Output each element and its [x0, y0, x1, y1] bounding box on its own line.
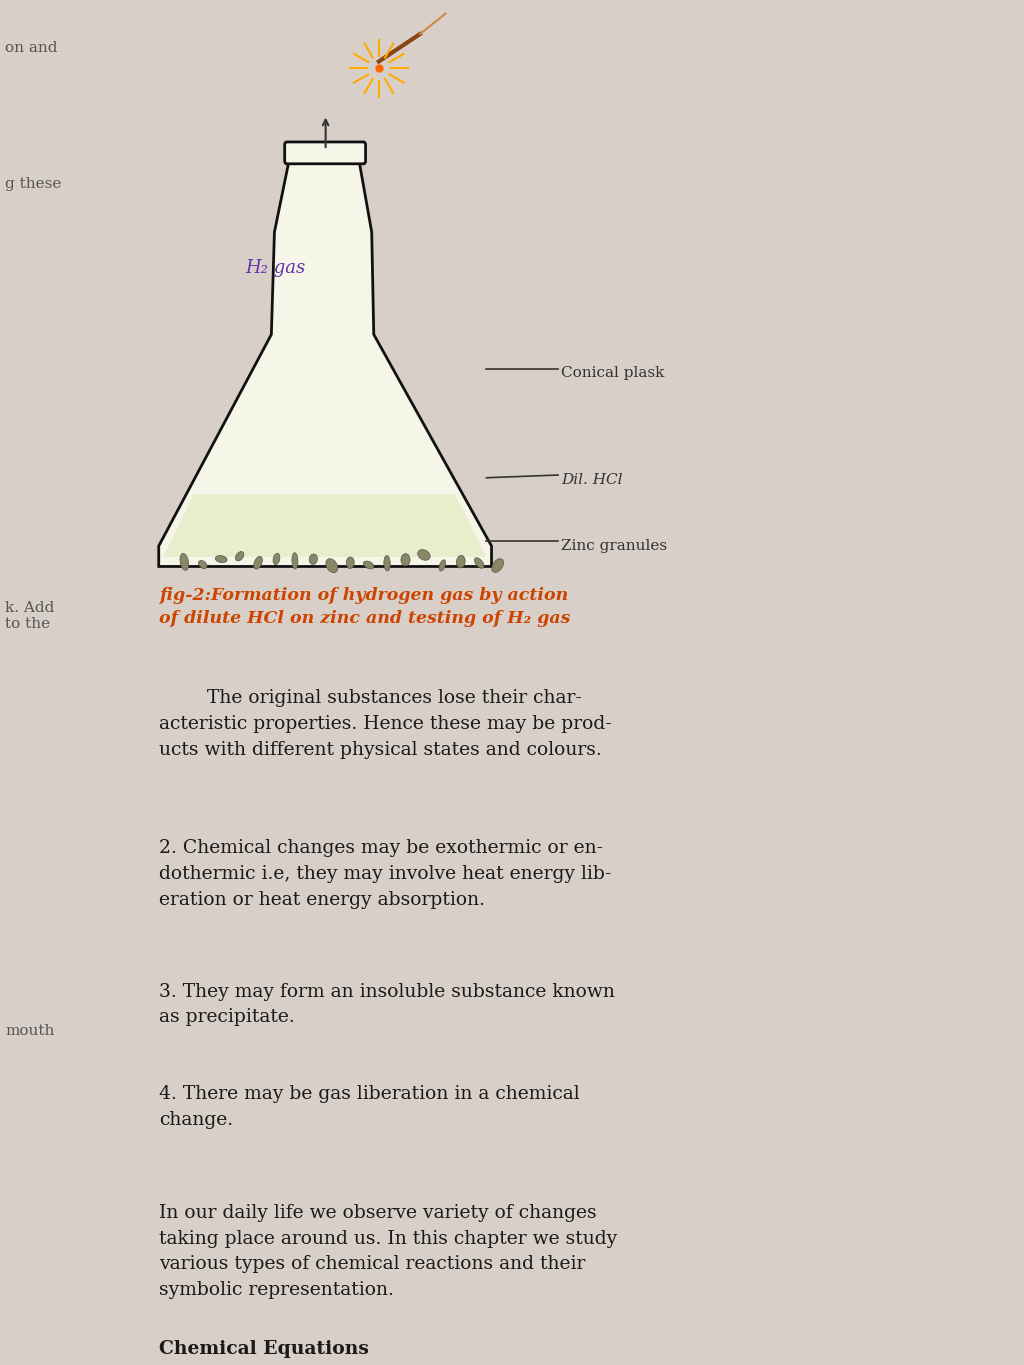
Ellipse shape	[384, 556, 390, 571]
Text: In our daily life we observe variety of changes
taking place around us. In this : In our daily life we observe variety of …	[159, 1204, 617, 1299]
Text: Conical plask: Conical plask	[561, 366, 665, 379]
Text: g these: g these	[5, 177, 61, 191]
Polygon shape	[159, 157, 492, 566]
Text: on and: on and	[5, 41, 57, 55]
Text: Zinc granules: Zinc granules	[561, 539, 668, 553]
Text: H₂ gas: H₂ gas	[246, 259, 306, 277]
Ellipse shape	[439, 560, 445, 571]
Ellipse shape	[492, 558, 504, 572]
Ellipse shape	[401, 554, 410, 566]
Ellipse shape	[474, 558, 484, 568]
Ellipse shape	[180, 553, 188, 571]
Ellipse shape	[236, 551, 244, 561]
Ellipse shape	[309, 554, 317, 564]
Text: Dil. HCl: Dil. HCl	[561, 474, 623, 487]
Text: fig-2:Formation of hydrogen gas by action
of dilute HCl on zinc and testing of H: fig-2:Formation of hydrogen gas by actio…	[159, 587, 570, 628]
Text: mouth: mouth	[5, 1024, 54, 1037]
Text: Chemical Equations: Chemical Equations	[159, 1340, 369, 1358]
Ellipse shape	[254, 557, 262, 569]
Ellipse shape	[326, 558, 338, 573]
Text: The original substances lose their char-
acteristic properties. Hence these may : The original substances lose their char-…	[159, 689, 611, 759]
FancyBboxPatch shape	[285, 142, 366, 164]
Polygon shape	[164, 494, 486, 557]
Text: 2. Chemical changes may be exothermic or en-
dothermic i.e, they may involve hea: 2. Chemical changes may be exothermic or…	[159, 839, 611, 909]
Ellipse shape	[418, 550, 430, 560]
Ellipse shape	[199, 561, 207, 569]
Ellipse shape	[273, 553, 280, 565]
Text: 4. There may be gas liberation in a chemical
change.: 4. There may be gas liberation in a chem…	[159, 1085, 580, 1129]
Ellipse shape	[215, 556, 227, 562]
Text: k. Add
to the: k. Add to the	[5, 601, 54, 631]
Ellipse shape	[364, 561, 374, 569]
Ellipse shape	[457, 556, 465, 568]
Ellipse shape	[346, 557, 354, 568]
Ellipse shape	[292, 553, 298, 569]
Text: 3. They may form an insoluble substance known
as precipitate.: 3. They may form an insoluble substance …	[159, 983, 614, 1026]
